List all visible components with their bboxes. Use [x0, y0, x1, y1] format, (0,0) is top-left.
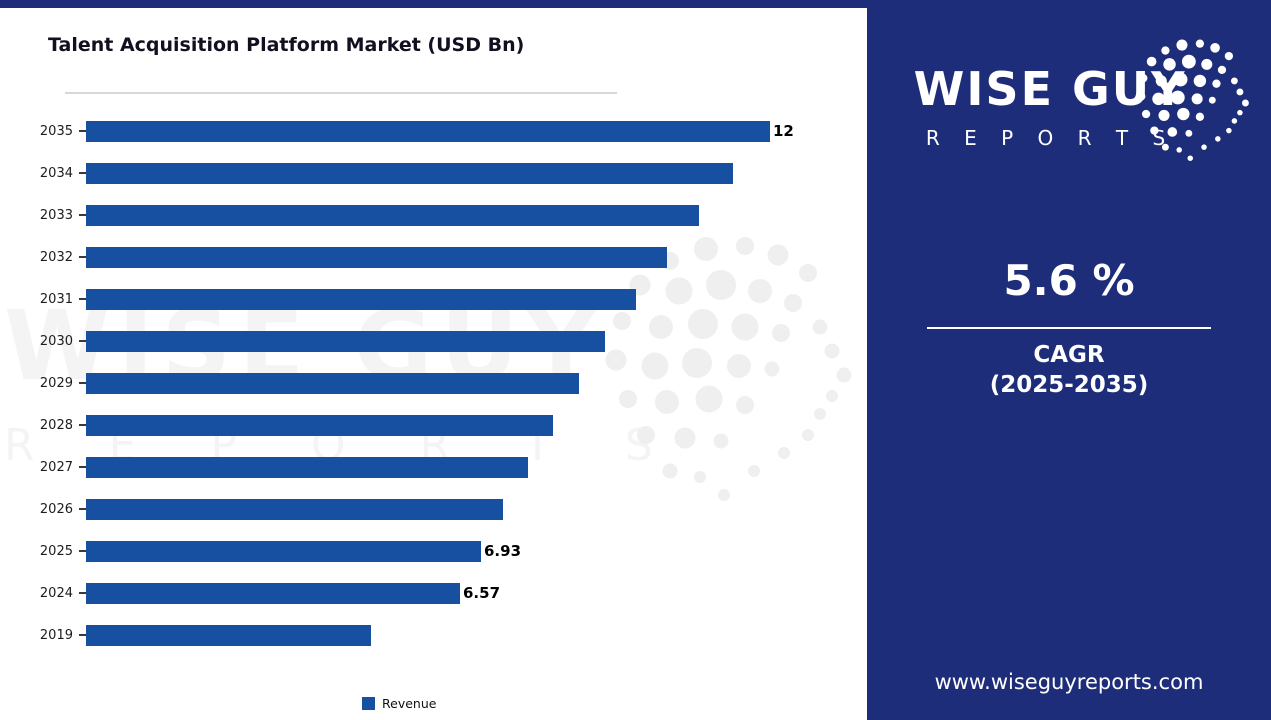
y-axis-label-2019: 2019 — [39, 627, 73, 643]
bar-2035 — [86, 120, 770, 142]
bar-2027 — [86, 456, 528, 478]
title-underline — [65, 92, 617, 94]
y-axis-label-2026: 2026 — [39, 501, 73, 517]
bar-2033 — [86, 204, 699, 226]
bar-2019 — [86, 624, 371, 646]
y-axis-label-2032: 2032 — [39, 249, 73, 265]
y-axis-tick — [79, 550, 86, 552]
bar-row-2030: 2030 — [40, 320, 826, 362]
y-axis-tick — [79, 634, 86, 636]
y-axis-tick — [79, 424, 86, 426]
chart-title: Talent Acquisition Platform Market (USD … — [48, 34, 525, 56]
y-axis-label-2033: 2033 — [39, 207, 73, 223]
y-axis-tick — [79, 130, 86, 132]
bar-2025 — [86, 540, 481, 562]
y-axis-label-2028: 2028 — [39, 417, 73, 433]
y-axis-tick — [79, 298, 86, 300]
bar-row-2029: 2029 — [40, 362, 826, 404]
y-axis-tick — [79, 214, 86, 216]
website-link[interactable]: www.wiseguyreports.com — [934, 670, 1204, 694]
bar-value-label-2035: 12 — [773, 122, 794, 140]
brand-logo: WISE GUY R E P O R T S — [867, 62, 1233, 150]
top-accent-strip — [0, 0, 1271, 8]
y-axis-label-2030: 2030 — [39, 333, 73, 349]
bar-2024 — [86, 582, 460, 604]
y-axis-tick — [79, 256, 86, 258]
y-axis-label-2029: 2029 — [39, 375, 73, 391]
bar-row-2034: 2034 — [40, 152, 826, 194]
y-axis-label-2024: 2024 — [39, 585, 73, 601]
bar-2028 — [86, 414, 553, 436]
cagr-label: CAGR — [1033, 342, 1105, 368]
cagr-divider — [927, 327, 1211, 329]
y-axis-label-2034: 2034 — [39, 165, 73, 181]
bar-2034 — [86, 162, 733, 184]
bar-value-label-2025: 6.93 — [484, 542, 522, 560]
bar-row-2025: 2025 6.93 — [40, 530, 826, 572]
bar-row-2031: 2031 — [40, 278, 826, 320]
brand-head-profile-icon — [1135, 39, 1249, 161]
bar-row-2028: 2028 — [40, 404, 826, 446]
y-axis-label-2035: 2035 — [39, 123, 73, 139]
y-axis-tick — [79, 508, 86, 510]
y-axis-tick — [79, 382, 86, 384]
y-axis-tick — [79, 592, 86, 594]
bar-2030 — [86, 330, 605, 352]
cagr-period: (2025-2035) — [989, 372, 1149, 398]
brand-name: WISE GUY — [913, 62, 1187, 116]
bar-row-2019: 2019 — [40, 614, 826, 656]
bar-row-2027: 2027 — [40, 446, 826, 488]
bar-2029 — [86, 372, 579, 394]
bar-value-label-2024: 6.57 — [463, 584, 501, 602]
bar-row-2032: 2032 — [40, 236, 826, 278]
bar-2031 — [86, 288, 636, 310]
y-axis-label-2031: 2031 — [39, 291, 73, 307]
y-axis-label-2027: 2027 — [39, 459, 73, 475]
legend-swatch-revenue — [362, 697, 375, 710]
y-axis-tick — [79, 466, 86, 468]
bar-row-2033: 2033 — [40, 194, 826, 236]
sidebar: WISE GUY R E P O R T S 5.6 % CAGR (2025-… — [867, 0, 1271, 720]
y-axis-tick — [79, 172, 86, 174]
bar-chart: 2035 12 2034 2033 2032 2031 2030 2029 2028 2027 20… — [40, 110, 826, 656]
brand-subtitle: R E P O R T S — [925, 126, 1175, 150]
y-axis-tick — [79, 340, 86, 342]
legend-label-revenue: Revenue — [382, 696, 437, 711]
bar-row-2035: 2035 12 — [40, 110, 826, 152]
bar-row-2024: 2024 6.57 — [40, 572, 826, 614]
chart-legend: Revenue — [362, 696, 436, 711]
cagr-value: 5.6 % — [1003, 256, 1135, 305]
y-axis-label-2025: 2025 — [39, 543, 73, 559]
bar-row-2026: 2026 — [40, 488, 826, 530]
bar-2026 — [86, 498, 503, 520]
chart-panel: WISE GUY R E P O R T S Talent Acquisitio… — [4, 34, 852, 711]
bar-2032 — [86, 246, 667, 268]
